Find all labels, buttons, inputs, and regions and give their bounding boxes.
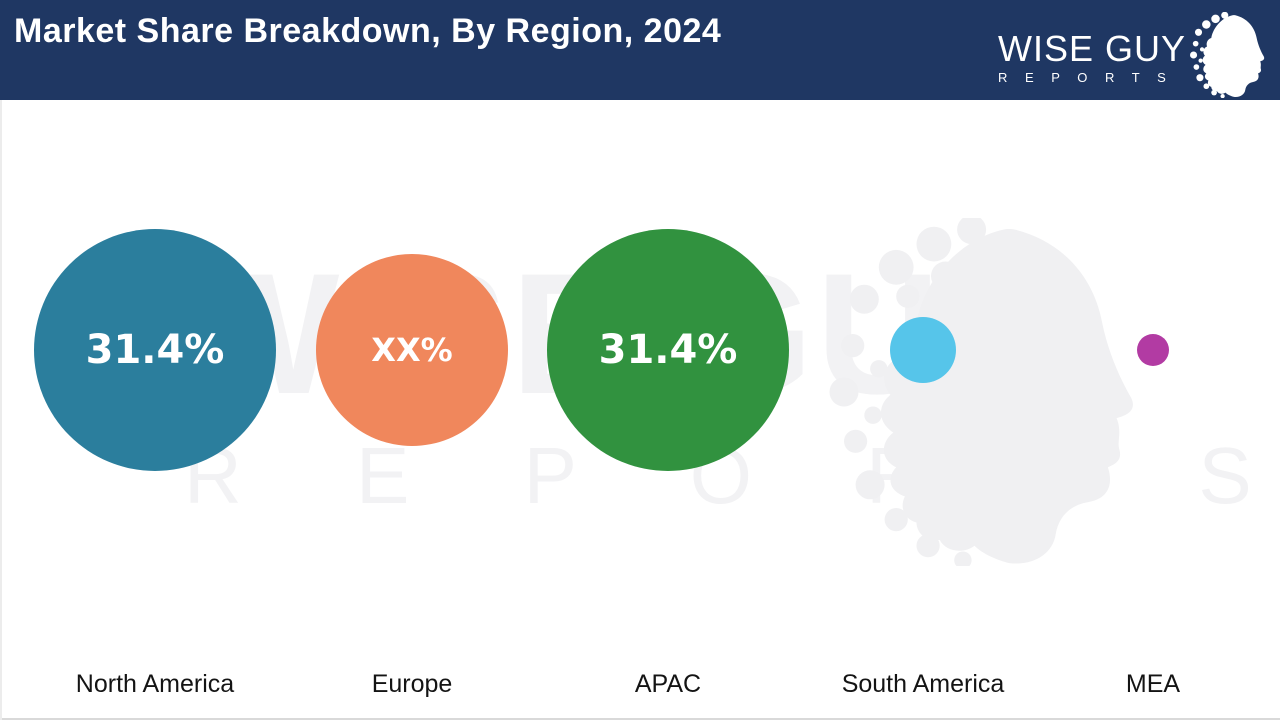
bubble-north-america: 31.4%	[34, 229, 276, 471]
header-bar: Market Share Breakdown, By Region, 2024 …	[0, 0, 1280, 100]
bubble-south-america	[890, 317, 956, 383]
bubble-apac: 31.4%	[547, 229, 789, 471]
region-label-apac: APAC	[634, 670, 702, 698]
logo-name: WISE GUY	[997, 27, 1186, 69]
wise-guy-reports-logo: WISE GUY R E P O R T S	[997, 11, 1268, 103]
region-label-europe: Europe	[371, 670, 453, 698]
logo-subtitle: R E P O R T S	[997, 69, 1173, 85]
page-title: Market Share Breakdown, By Region, 2024	[14, 12, 722, 50]
region-label-north-america: North America	[75, 670, 235, 698]
bubble-mea	[1137, 334, 1169, 366]
bubble-europe: XX%	[316, 254, 508, 446]
logo-text: WISE GUY R E P O R T S	[997, 27, 1186, 85]
region-label-mea: MEA	[1125, 670, 1181, 698]
region-label-south-america: South America	[841, 670, 1005, 698]
watermark-head-profile-icon	[814, 215, 1164, 571]
head-profile-icon	[1190, 11, 1268, 103]
chart-area: WISE GUY R E P O R T S 31.4%XX%31.4% Nor…	[0, 100, 1280, 720]
footer-divider	[2, 718, 1280, 720]
